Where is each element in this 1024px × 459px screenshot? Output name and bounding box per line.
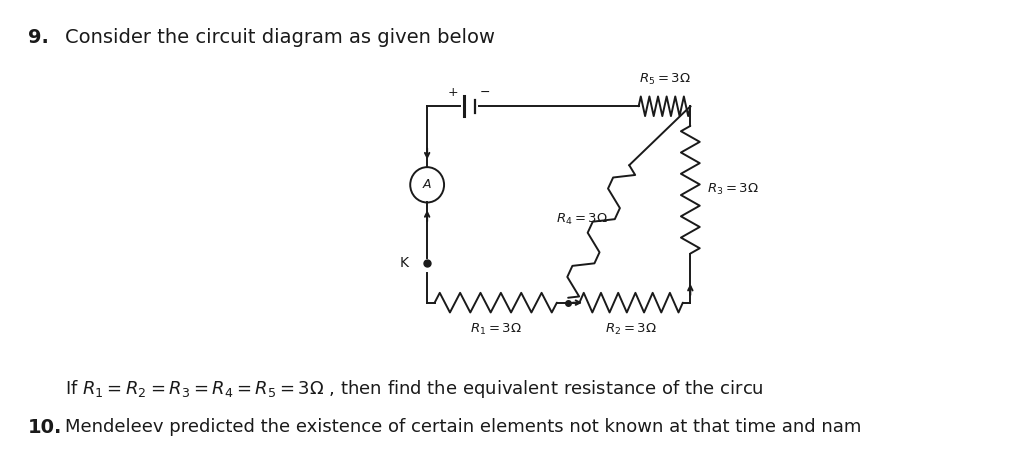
- Text: −: −: [479, 86, 490, 100]
- Text: 10.: 10.: [28, 418, 62, 437]
- Text: $R_1=3\Omega$: $R_1=3\Omega$: [470, 322, 521, 337]
- Text: K: K: [399, 257, 409, 270]
- Text: Consider the circuit diagram as given below: Consider the circuit diagram as given be…: [66, 28, 496, 47]
- Text: +: +: [447, 86, 459, 100]
- Text: Mendeleev predicted the existence of certain elements not known at that time and: Mendeleev predicted the existence of cer…: [66, 418, 861, 436]
- Text: $R_4=3\Omega$: $R_4=3\Omega$: [556, 212, 608, 227]
- Text: A: A: [423, 179, 431, 191]
- Text: 9.: 9.: [28, 28, 48, 47]
- Text: $R_2=3\Omega$: $R_2=3\Omega$: [605, 322, 657, 337]
- Text: $R_5=3\Omega$: $R_5=3\Omega$: [639, 72, 690, 87]
- Text: $R_3=3\Omega$: $R_3=3\Omega$: [708, 182, 759, 197]
- Text: If $R_1 = R_2 = R_3 = R_4 = R_5 = 3\Omega$ , then find the equivalent resistance: If $R_1 = R_2 = R_3 = R_4 = R_5 = 3\Omeg…: [66, 378, 764, 400]
